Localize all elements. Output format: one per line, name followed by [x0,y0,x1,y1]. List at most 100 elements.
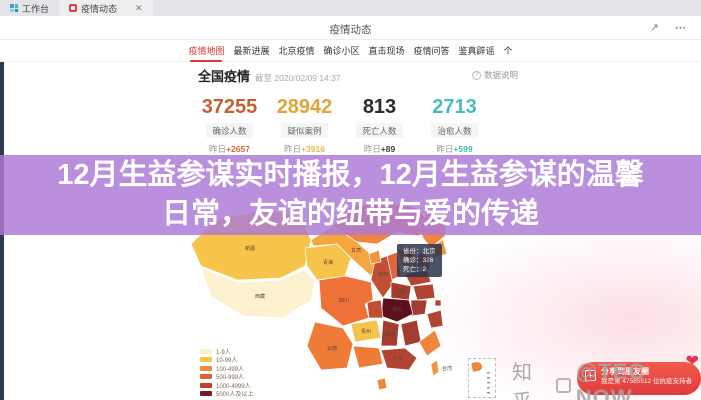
province-江苏[interactable] [412,283,436,301]
province-label: 贵州 [361,328,371,335]
legend-label: 1000-4999人 [216,383,251,390]
stat-delta: 昨日+599 [436,143,473,154]
stat-delta: 昨日+2657 [209,143,250,154]
province-上海[interactable] [434,299,442,307]
section-nav: 疫情地图 最新进展 北京疫情 确诊小区 直击现场 疫情问答 鉴真辟谣个 [0,40,701,62]
province-label: 云南 [327,345,337,352]
tab-epidemic[interactable]: 疫情动态 ✕ [59,0,153,16]
province-江西[interactable] [400,319,422,347]
nav-item-7[interactable]: 个 [503,46,513,56]
province-宁夏[interactable] [368,249,382,265]
legend-label: 500-999人 [216,375,245,382]
legend-row: 500-999人 [200,373,253,382]
inset-islands-dots [487,372,490,396]
badge-line1: 分享到朋友圈 [601,367,649,376]
share-badge[interactable]: ❤ + 分享到朋友圈 我是第 47585512 位抗疫支持者 [577,353,701,395]
stat-value: 37255 [201,96,258,118]
legend-swatch [200,357,212,363]
nav-item-5[interactable]: 疫情问答 [413,46,450,56]
legend-swatch [200,348,212,354]
stat-label: 疑似案例 [281,123,328,138]
stat-0: 37255 确诊人数 昨日+2657 [192,96,267,155]
legend-row: 5000人及以上 [200,390,254,399]
nav-item-0[interactable]: 疫情地图 [188,41,224,62]
watermark-handle: @TEC NOW [575,359,646,400]
nav-item-2[interactable]: 北京疫情 [278,46,315,56]
stat-value: 28942 [276,96,333,118]
tooltip-row: 死亡：2 [403,266,427,273]
legend-swatch [200,365,212,371]
province-四川[interactable] [318,275,374,327]
province-label: 甘肃 [351,247,361,254]
legend-label: 10-99人 [216,358,238,365]
province-陕西[interactable] [370,255,394,299]
national-section-header: 全国疫情 截至 2020/02/09 14:37 ? 数据说明 [198,66,518,84]
province-label: 湖南 [385,331,395,338]
legend-swatch [200,382,212,388]
legend-swatch [200,391,212,397]
nav-item-3[interactable]: 确诊小区 [323,46,360,56]
tab-workbench[interactable]: 工作台 [0,0,59,16]
page-title: 疫情动态 [329,24,372,36]
province-安徽[interactable] [410,299,428,317]
nav-item-4[interactable]: 直击现场 [368,46,405,56]
headline-line1: 12月生益参谋实时播报，12月生益参谋的温馨 [57,159,644,191]
province-重庆[interactable] [366,299,384,319]
nav-item-1[interactable]: 最新进展 [233,46,270,56]
stat-1: 28942 疑似案例昨日+3916 [267,96,342,155]
badge-line2: 我是第 47585512 位抗疫支持者 [601,378,693,385]
province-label: 四川 [339,298,349,304]
map-legend: 1-9人 10-99人 100-499人 500-999人 1000-4999人 5000… [200,347,253,398]
as-of-timestamp: 截至 2020/02/09 14:37 [255,73,341,83]
tab-workbench-label: 工作台 [22,3,50,14]
province-label: 湖北 [392,306,402,313]
province-湖南[interactable] [380,319,400,347]
province-label: 河南 [396,288,406,295]
section-title: 全国疫情 [198,69,251,84]
watermark-avatar-icon [556,377,571,393]
province-广西[interactable] [352,345,384,369]
stat-value: 813 [362,96,397,118]
nav-item-6[interactable]: 鉴真辟谣 [458,46,495,56]
headline-banner: 12月生益参谋实时播报，12月生益参谋的温馨 日常，友谊的纽带与爱的传递 [0,155,701,235]
heart-icon: ❤ [685,353,699,370]
province-浙江[interactable] [426,309,444,329]
legend-row: 10-99人 [200,356,253,365]
question-circle-icon: ? [471,70,481,80]
more-options-icon[interactable]: ⋯ [675,22,687,34]
title-bar: 疫情动态 ↗ ⋯ [0,16,701,40]
epidemic-icon [69,4,78,12]
province-云南[interactable] [306,321,354,371]
province-label: 台湾 [442,365,452,372]
province-贵州[interactable] [350,319,382,343]
legend-row: 100-499人 [200,364,253,373]
province-广东[interactable] [380,347,418,371]
legend-label: 5000人及以上 [216,392,254,399]
zhihu-watermark: 知乎 @TEC NOW [512,356,701,400]
legend-label: 1-9人 [216,349,231,356]
province-label: 青海 [323,259,333,266]
inset-land-shape [471,361,483,372]
close-tab-icon[interactable]: ✕ [135,2,143,13]
province-label: 陕西 [378,271,388,278]
stat-label: 死亡人数 [356,123,403,138]
legend-row: 1-9人 [200,347,253,356]
province-label: 新疆 [245,245,255,252]
open-external-icon[interactable]: ↗ [649,22,659,34]
stat-delta: 昨日+89 [363,143,396,154]
stat-3: 2713 治愈人数 昨日+599 [417,96,492,155]
stat-value: 2713 [432,96,477,118]
tab-epidemic-label: 疫情动态 [81,3,118,14]
workbench-grid-icon [10,4,18,12]
province-海南[interactable] [376,377,388,391]
province-西藏[interactable] [200,267,316,319]
map-tooltip: 省份：北京 确诊：326 死亡：2 [397,244,442,277]
tab-strip: 工作台 疫情动态 ✕ [0,0,701,16]
province-台湾[interactable] [430,359,440,377]
stat-2: 813 死亡人数昨日+89 [342,96,417,155]
data-note-link[interactable]: ? 数据说明 [471,69,518,81]
province-label: 广东 [393,356,403,363]
province-福建[interactable] [418,329,442,357]
stat-delta: 昨日+3916 [284,143,325,154]
